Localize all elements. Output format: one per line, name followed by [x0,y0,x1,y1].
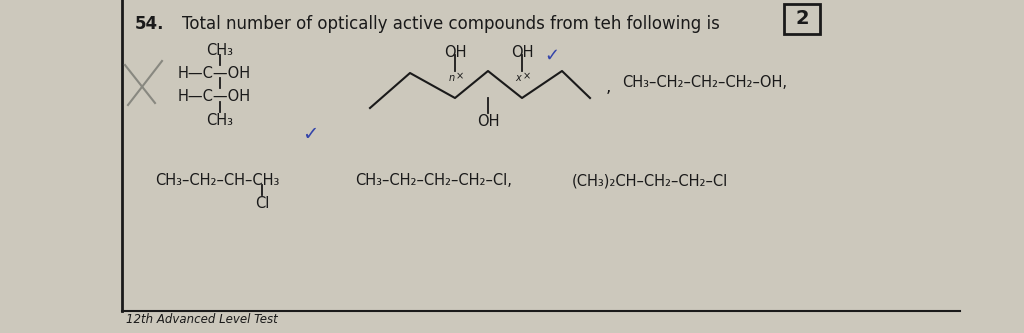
Text: CH₃–CH₂–CH₂–CH₂–OH,: CH₃–CH₂–CH₂–CH₂–OH, [622,75,787,90]
Text: ×: × [523,71,531,81]
Text: x: x [515,73,521,83]
Text: n: n [449,73,455,83]
Text: 2: 2 [796,10,809,29]
Text: Cl: Cl [255,196,269,211]
Text: ,: , [605,78,610,96]
Text: (CH₃)₂CH–CH₂–CH₂–Cl: (CH₃)₂CH–CH₂–CH₂–Cl [572,173,728,188]
Text: H—C—OH: H—C—OH [178,66,251,81]
Text: OH: OH [443,45,466,60]
Text: H—C—OH: H—C—OH [178,89,251,104]
Text: OH: OH [511,45,534,60]
Text: 12th Advanced Level Test: 12th Advanced Level Test [126,313,278,326]
Text: ✓: ✓ [302,125,318,144]
Text: 54.: 54. [135,15,165,33]
Text: CH₃: CH₃ [207,43,233,58]
Text: CH₃–CH₂–CH₂–CH₂–Cl,: CH₃–CH₂–CH₂–CH₂–Cl, [355,173,512,188]
Text: CH₃–CH₂–CH–CH₃: CH₃–CH₂–CH–CH₃ [155,173,280,188]
Text: Total number of optically active compounds from teh following is: Total number of optically active compoun… [182,15,720,33]
FancyBboxPatch shape [784,4,820,34]
Text: OH: OH [477,114,500,129]
Text: CH₃: CH₃ [207,113,233,128]
Text: ×: × [456,71,464,81]
Text: ✓: ✓ [545,47,559,65]
